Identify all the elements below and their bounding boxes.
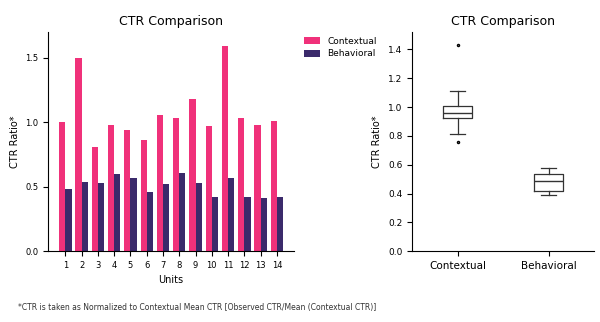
Bar	[277, 197, 283, 251]
Bar	[254, 125, 260, 251]
Bar	[108, 125, 114, 251]
Bar	[163, 184, 169, 251]
Bar	[206, 126, 212, 251]
Bar	[271, 121, 277, 251]
Bar	[98, 183, 104, 251]
X-axis label: Units: Units	[158, 275, 184, 285]
Bar	[147, 192, 153, 251]
Bar	[130, 178, 137, 251]
Bar	[179, 173, 185, 251]
Bar	[92, 147, 98, 251]
Bar	[140, 140, 147, 251]
Legend: Contextual, Behavioral: Contextual, Behavioral	[304, 37, 377, 58]
Bar	[65, 189, 71, 251]
Title: CTR Comparison: CTR Comparison	[451, 15, 555, 28]
Y-axis label: CTR Ratio*: CTR Ratio*	[10, 115, 20, 168]
Bar	[238, 118, 244, 251]
Bar	[212, 197, 218, 251]
Bar	[173, 118, 179, 251]
Bar	[222, 46, 228, 251]
Bar	[196, 183, 202, 251]
Title: CTR Comparison: CTR Comparison	[119, 15, 223, 28]
Bar	[59, 122, 65, 251]
Bar	[82, 182, 88, 251]
Bar	[190, 99, 196, 251]
Bar	[76, 58, 82, 251]
Bar	[124, 130, 130, 251]
Bar	[114, 174, 121, 251]
Bar	[244, 197, 251, 251]
Bar	[157, 115, 163, 251]
Text: *CTR is taken as Normalized to Contextual Mean CTR [Observed CTR/Mean (Contextua: *CTR is taken as Normalized to Contextua…	[18, 303, 376, 312]
Bar	[260, 198, 267, 251]
Y-axis label: CTR Ratio*: CTR Ratio*	[373, 115, 382, 168]
Bar	[228, 178, 234, 251]
